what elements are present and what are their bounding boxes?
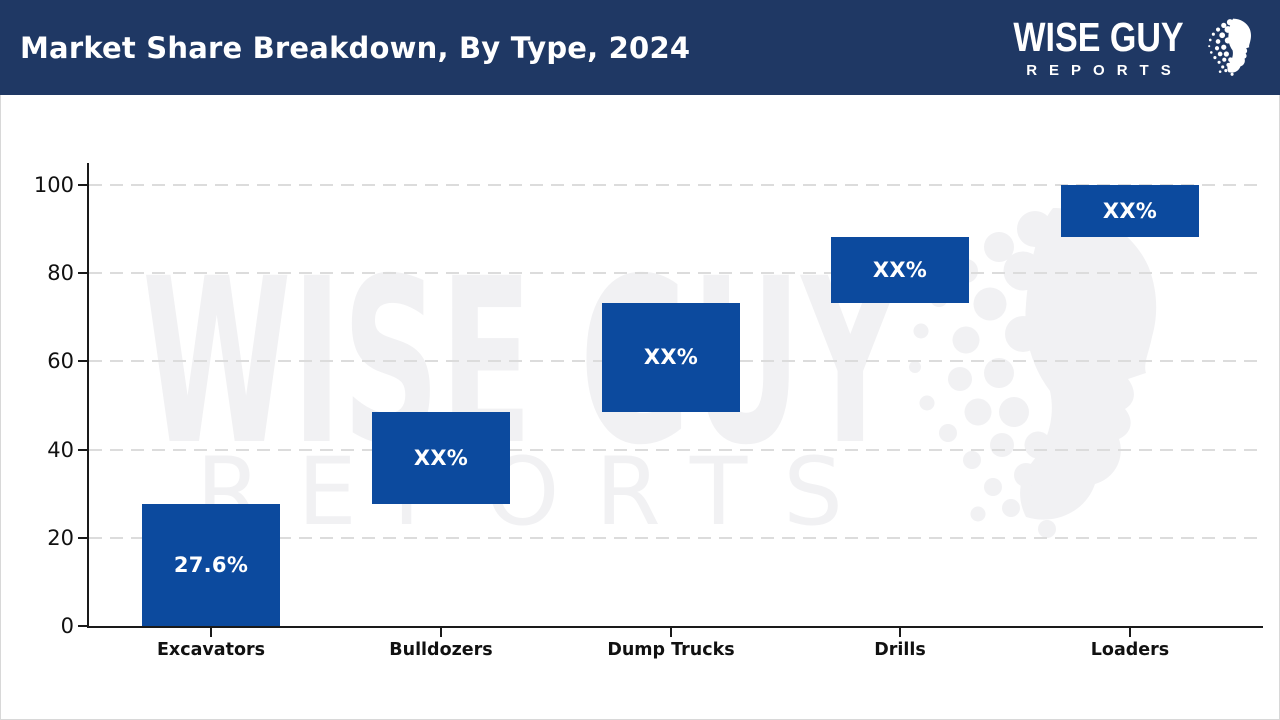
y-tick-label: 20 [47,525,74,550]
y-axis-line [87,163,89,628]
x-tick-mark [440,628,442,637]
y-tick-mark [78,272,87,275]
x-tick-mark [899,628,901,637]
x-tick-mark [670,628,672,637]
wiseguy-logo-text: WISE GUY REPORTS [996,14,1201,79]
bar-value-label: XX% [413,446,469,471]
chart-title: Market Share Breakdown, By Type, 2024 [20,30,691,65]
bar-value-label: XX% [643,345,699,370]
watermark-subtext: REPORTS [196,438,879,547]
y-tick-label: 80 [47,261,74,286]
bar-value-label: XX% [872,258,928,283]
wiseguy-logo: WISE GUY REPORTS [996,8,1256,88]
y-tick-mark [78,184,87,186]
logo-wordmark: WISE GUY [1013,14,1184,60]
x-tick-mark [210,628,212,637]
category-label: Excavators [156,640,266,660]
wiseguy-head-icon [1208,18,1252,76]
category-label: Loaders [1090,640,1170,660]
bar: XX% [831,237,969,303]
y-tick-mark [78,360,87,363]
y-tick-mark [78,536,87,539]
category-label: Dump Trucks [607,640,735,660]
gridline [89,536,1263,539]
gridline [89,272,1263,275]
bar: XX% [372,412,510,505]
y-tick-label: 40 [47,437,74,462]
y-tick-label: 0 [60,614,74,638]
category-label: Bulldozers [389,640,493,660]
bar: XX% [1061,185,1199,238]
y-tick-label: 100 [33,173,74,197]
y-tick-mark [78,625,87,627]
gridline [89,184,1263,186]
bar: XX% [602,302,740,413]
gridline [89,448,1263,451]
category-label: Drills [874,640,926,660]
x-axis-line [87,626,1263,628]
bar-value-label: 27.6% [173,553,249,578]
y-tick-label: 60 [47,349,74,374]
y-tick-mark [78,448,87,451]
logo-subtext: REPORTS [1026,62,1183,79]
bar-value-label: XX% [1102,199,1158,224]
bar: 27.6% [142,504,280,626]
x-tick-mark [1129,628,1131,637]
header-bar: Market Share Breakdown, By Type, 2024 WI… [0,0,1280,95]
